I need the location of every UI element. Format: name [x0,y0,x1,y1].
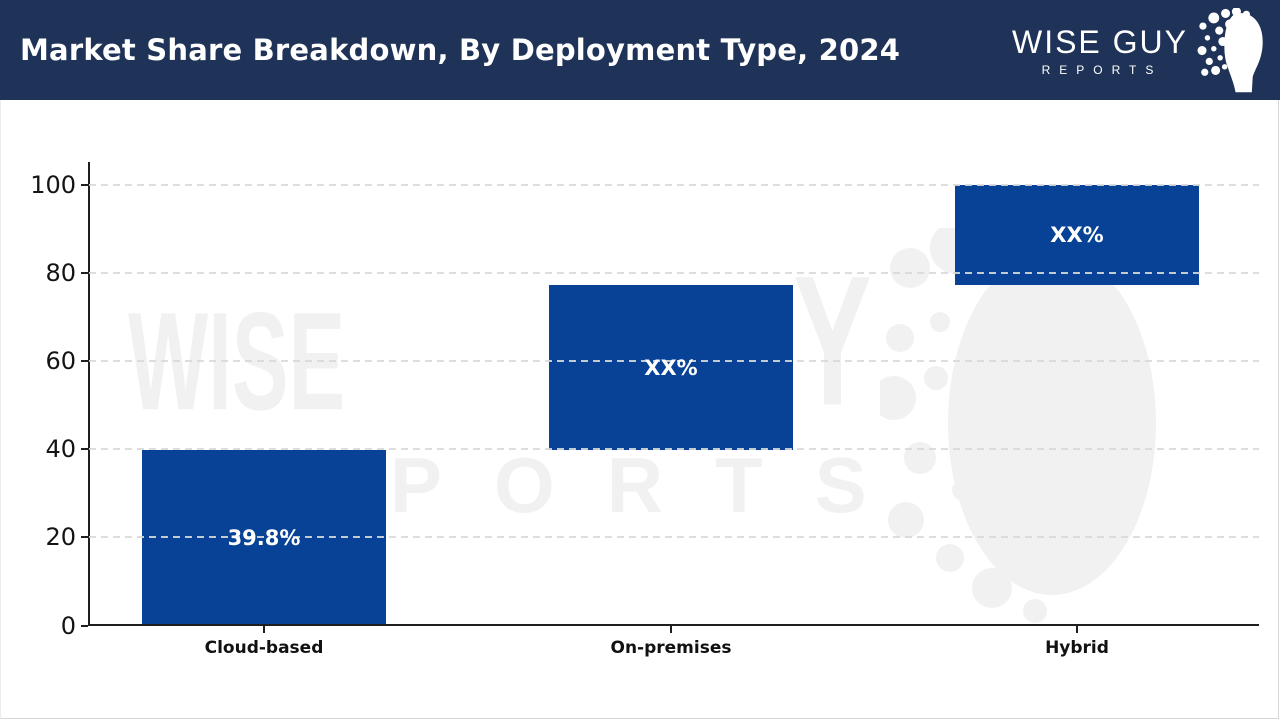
brand-subtitle: REPORTS [1041,63,1163,77]
brand-name: WISE GUY [1011,24,1188,60]
wiseguy-head-icon [1197,8,1263,93]
header-bar: Market Share Breakdown, By Deployment Ty… [0,0,1280,100]
brand-logo: WISE GUY REPORTS [1010,7,1268,95]
chart-title: Market Share Breakdown, By Deployment Ty… [20,33,901,67]
chart-region [0,100,1279,719]
brand-logo-text: WISE GUY REPORTS [1012,26,1188,76]
